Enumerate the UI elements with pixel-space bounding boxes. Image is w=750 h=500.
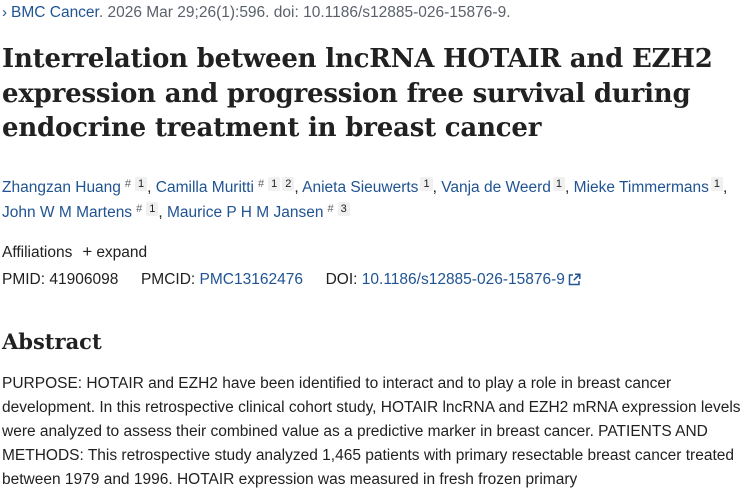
author-entry: Maurice P H M Jansen #3 [166,202,350,221]
author-entry: Zhangzan Huang #1, [2,177,152,196]
author-separator: , [294,179,299,196]
author-name-link[interactable]: Vanja de Weerd [441,179,551,196]
author-entry: John W M Martens #1, [2,202,163,221]
equal-contribution-mark: # [124,178,132,190]
plus-icon[interactable]: + [82,242,93,261]
author-name-link[interactable]: Maurice P H M Jansen [166,204,324,221]
author-entry: Anieta Sieuwerts 1, [302,177,437,196]
author-entry: Camilla Muritti #1 2, [155,177,299,196]
affiliation-number[interactable]: 1 [420,177,433,191]
affiliation-number[interactable]: 1 [146,202,159,216]
author-list: Zhangzan Huang #1, Camilla Muritti #1 2, An… [2,175,742,225]
pmid-value: 41906098 [49,271,119,288]
doi-label: DOI: [325,271,358,288]
author-name-link[interactable]: John W M Martens [2,204,133,221]
author-name-link[interactable]: Anieta Sieuwerts [302,179,419,196]
affiliation-number[interactable]: 1 [552,177,566,191]
article-title: Interrelation between lncRNA HOTAIR and … [2,44,713,143]
pmcid-link[interactable]: PMC13162476 [199,271,303,288]
author-name-link[interactable]: Zhangzan Huang [2,179,121,196]
abstract-heading: Abstract [2,329,102,354]
affiliations-row: Affiliations + expand [2,241,147,264]
journal-link[interactable]: BMC Cancer [11,4,99,21]
affiliation-number[interactable]: 3 [337,202,350,216]
author-entry: Vanja de Weerd 1, [441,177,570,196]
author-separator: , [723,179,728,196]
author-separator: , [565,179,570,196]
author-separator: , [158,204,163,221]
affiliation-number[interactable]: 1 [710,177,723,191]
identifiers-row: PMID: 41906098 PMCID: PMC13162476 DOI: 1… [2,269,581,291]
affiliations-expand-toggle[interactable]: expand [96,244,148,261]
author-name-link[interactable]: Camilla Muritti [155,179,254,196]
chevron-right-icon: › [2,4,7,21]
author-separator: , [147,179,152,196]
affiliation-number[interactable]: 2 [282,177,295,191]
affiliations-label: Affiliations [2,244,73,261]
equal-contribution-mark: # [327,203,334,215]
author-entry: Mieke Timmermans 1, [573,177,728,196]
doi-link[interactable]: 10.1186/s12885-026-15876-9 [361,271,565,288]
journal-citation: › BMC Cancer. 2026 Mar 29;26(1):596. doi:… [2,3,511,23]
external-link-icon[interactable] [568,273,581,286]
author-separator: , [432,179,437,196]
author-name-link[interactable]: Mieke Timmermans [573,179,709,196]
affiliation-number[interactable]: 1 [268,177,281,191]
pmcid-label: PMCID: [140,271,196,288]
pmid-label: PMID: [2,271,46,288]
abstract-text: PURPOSE: HOTAIR and EZH2 have been ident… [2,375,741,488]
equal-contribution-mark: # [257,178,265,190]
affiliation-number[interactable]: 1 [135,177,148,191]
equal-contribution-mark: # [136,203,143,215]
citation-text: . 2026 Mar 29;26(1):596. doi: 10.1186/s1… [98,4,511,21]
